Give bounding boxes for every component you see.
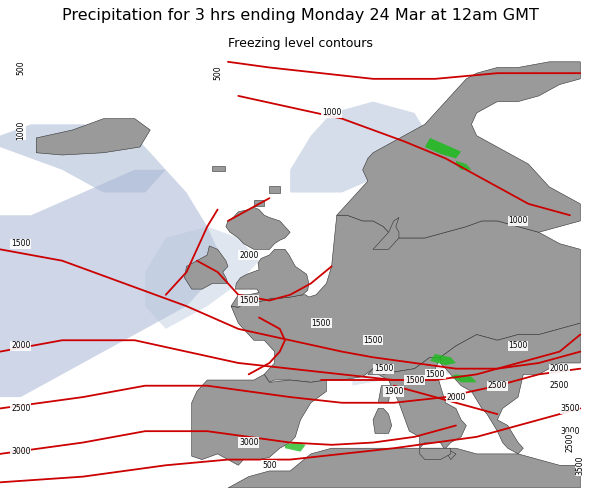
Text: 1900: 1900 — [384, 387, 403, 396]
Text: 3000: 3000 — [11, 447, 31, 456]
Text: 2000: 2000 — [447, 392, 466, 402]
Polygon shape — [425, 138, 461, 159]
Text: 2000: 2000 — [550, 364, 569, 373]
Text: 1500: 1500 — [374, 364, 393, 373]
Text: 3500: 3500 — [560, 404, 579, 413]
Polygon shape — [185, 246, 228, 289]
Text: Freezing level contours: Freezing level contours — [228, 37, 373, 50]
Text: 2000: 2000 — [11, 342, 31, 350]
Polygon shape — [441, 323, 581, 454]
Text: 2000: 2000 — [239, 250, 258, 260]
Polygon shape — [145, 226, 259, 329]
Text: 3000: 3000 — [560, 427, 579, 436]
Polygon shape — [36, 119, 150, 155]
Text: 2500: 2500 — [487, 381, 507, 390]
Text: 1000: 1000 — [16, 121, 25, 140]
Polygon shape — [231, 249, 309, 307]
Polygon shape — [368, 357, 466, 460]
Polygon shape — [290, 102, 435, 192]
Text: 1500: 1500 — [508, 342, 528, 350]
Polygon shape — [451, 374, 477, 382]
Polygon shape — [419, 448, 451, 460]
Text: 1500: 1500 — [364, 336, 383, 345]
Text: 1500: 1500 — [426, 370, 445, 379]
Text: 1500: 1500 — [11, 239, 31, 248]
Polygon shape — [352, 352, 456, 386]
Polygon shape — [0, 124, 166, 192]
Polygon shape — [192, 374, 326, 465]
Text: 1500: 1500 — [311, 319, 331, 328]
Polygon shape — [373, 261, 498, 352]
Polygon shape — [254, 201, 264, 206]
Text: 2500: 2500 — [550, 381, 569, 390]
Text: 3000: 3000 — [239, 438, 258, 447]
Polygon shape — [456, 161, 471, 170]
Text: 1500: 1500 — [405, 376, 424, 385]
Polygon shape — [373, 218, 399, 249]
Polygon shape — [337, 62, 581, 238]
Text: 500: 500 — [16, 60, 25, 75]
Polygon shape — [0, 170, 218, 397]
Text: 2500: 2500 — [566, 433, 575, 452]
Polygon shape — [228, 448, 581, 488]
Polygon shape — [226, 207, 290, 249]
Polygon shape — [212, 166, 225, 171]
Polygon shape — [430, 354, 456, 365]
Polygon shape — [373, 408, 392, 433]
Text: Precipitation for 3 hrs ending Monday 24 Mar at 12am GMT: Precipitation for 3 hrs ending Monday 24… — [62, 8, 539, 23]
Polygon shape — [269, 186, 280, 192]
Polygon shape — [285, 443, 306, 451]
Text: 1500: 1500 — [239, 296, 258, 305]
Text: 1000: 1000 — [322, 108, 341, 118]
Text: 2500: 2500 — [11, 404, 31, 413]
Text: 500: 500 — [213, 66, 222, 81]
Polygon shape — [231, 215, 581, 382]
Text: 500: 500 — [262, 461, 276, 470]
Text: 1000: 1000 — [508, 216, 528, 225]
Text: 3500: 3500 — [576, 455, 585, 475]
Polygon shape — [378, 386, 391, 403]
